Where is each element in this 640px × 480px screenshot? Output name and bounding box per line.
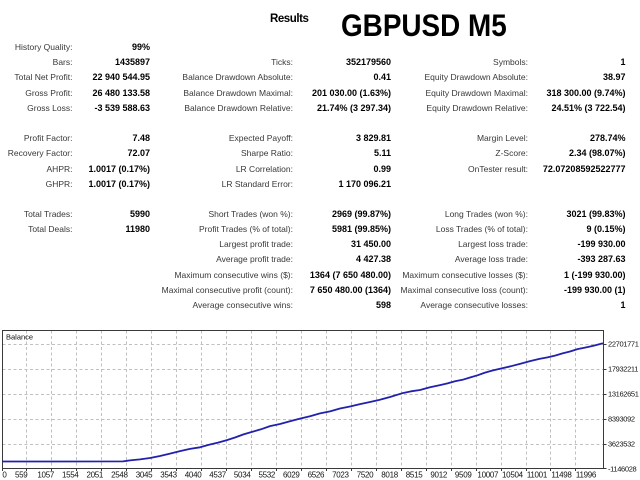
svg-text:7023: 7023 — [332, 471, 349, 480]
svg-text:8393092: 8393092 — [608, 414, 635, 423]
svg-text:1554: 1554 — [62, 471, 79, 480]
svg-text:9012: 9012 — [430, 471, 447, 480]
svg-text:2548: 2548 — [111, 471, 128, 480]
svg-text:5034: 5034 — [234, 471, 251, 480]
svg-text:11001: 11001 — [527, 471, 548, 480]
svg-text:-1146028: -1146028 — [608, 464, 637, 473]
svg-text:13162651: 13162651 — [608, 389, 639, 398]
svg-text:Balance: Balance — [6, 333, 33, 342]
svg-text:11996: 11996 — [576, 471, 597, 480]
svg-text:559: 559 — [15, 471, 28, 480]
svg-text:11498: 11498 — [551, 471, 572, 480]
svg-text:1057: 1057 — [37, 471, 54, 480]
svg-text:3543: 3543 — [160, 471, 177, 480]
svg-text:8018: 8018 — [381, 471, 398, 480]
svg-text:5532: 5532 — [258, 471, 275, 480]
svg-text:7520: 7520 — [357, 471, 374, 480]
svg-text:9509: 9509 — [455, 471, 472, 480]
svg-text:10007: 10007 — [477, 471, 499, 480]
svg-text:4537: 4537 — [209, 471, 226, 480]
svg-text:4040: 4040 — [185, 471, 202, 480]
svg-text:6526: 6526 — [308, 471, 325, 480]
svg-text:8515: 8515 — [406, 471, 423, 480]
svg-text:10504: 10504 — [502, 471, 524, 480]
svg-text:2051: 2051 — [86, 471, 103, 480]
svg-text:0: 0 — [2, 471, 7, 480]
svg-text:3623532: 3623532 — [608, 439, 635, 448]
svg-text:6029: 6029 — [283, 471, 300, 480]
svg-text:17932211: 17932211 — [608, 364, 638, 373]
svg-text:3045: 3045 — [136, 471, 153, 480]
svg-text:22701771: 22701771 — [608, 339, 639, 348]
